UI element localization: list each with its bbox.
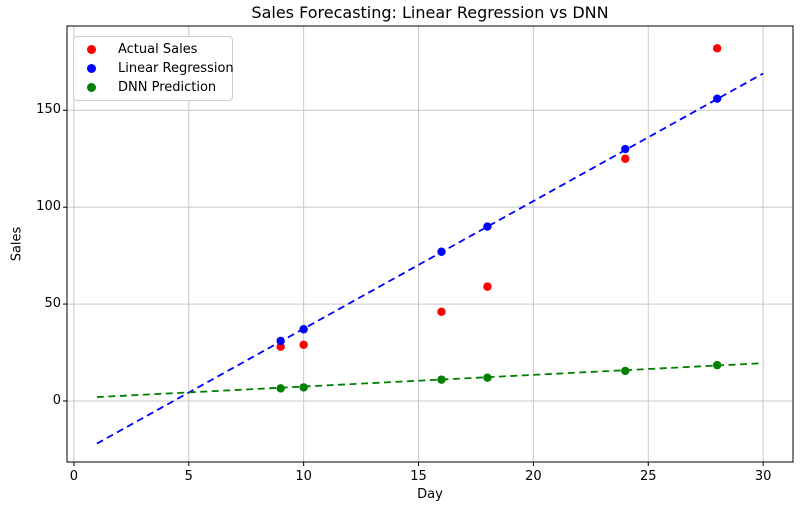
- chart-title: Sales Forecasting: Linear Regression vs …: [251, 3, 609, 22]
- axes-border: [66, 25, 794, 463]
- y-axis-label: Sales: [9, 226, 25, 262]
- legend-row-actual-sales: Actual Sales: [80, 40, 226, 59]
- y-tick-label-50: 50: [44, 296, 61, 312]
- point-linear-regression-day-24: [621, 144, 630, 154]
- point-actual-sales-day-28: [712, 44, 722, 53]
- x-tick-label-10: 10: [295, 469, 312, 484]
- y-tick-label-150: 150: [36, 102, 61, 118]
- y-tick-label-100: 100: [36, 199, 61, 215]
- point-actual-sales-day-10: [299, 340, 308, 349]
- point-actual-sales-day-16: [437, 307, 446, 317]
- legend-marker-actual-sales: [87, 45, 96, 54]
- y-tick-label-0: 0: [52, 392, 61, 408]
- point-actual-sales-day-18: [483, 282, 492, 291]
- x-tick-label-15: 15: [410, 469, 427, 484]
- legend-row-linear-regression: Linear Regression: [80, 59, 234, 78]
- point-dnn-prediction-day-28: [712, 360, 722, 370]
- legend: Actual Sales Linear Regression DNN Predi…: [73, 36, 234, 101]
- point-linear-regression-day-16: [437, 247, 446, 256]
- linear-regression-trendline: [96, 72, 764, 445]
- x-tick-label-0: 0: [69, 469, 79, 484]
- legend-marker-linear-regression: [87, 64, 96, 73]
- point-actual-sales-day-24: [621, 154, 630, 163]
- point-linear-regression-day-10: [299, 325, 308, 334]
- legend-label-actual-sales: Actual Sales: [118, 42, 198, 57]
- point-dnn-prediction-day-10: [299, 383, 308, 392]
- legend-label-dnn-prediction: DNN Prediction: [118, 80, 217, 95]
- point-actual-sales-day-9: [276, 342, 285, 351]
- legend-marker-dnn-prediction: [87, 83, 96, 92]
- point-dnn-prediction-day-24: [621, 366, 630, 376]
- point-linear-regression-day-18: [483, 222, 492, 231]
- x-tick-label-20: 20: [525, 469, 542, 484]
- legend-label-linear-regression: Linear Regression: [118, 61, 234, 76]
- point-dnn-prediction-day-16: [437, 375, 446, 384]
- point-dnn-prediction-day-18: [483, 373, 492, 382]
- legend-row-dnn-prediction: DNN Prediction: [80, 78, 226, 97]
- x-tick-label-30: 30: [754, 469, 772, 484]
- point-linear-regression-day-28: [712, 94, 722, 103]
- point-dnn-prediction-day-9: [276, 384, 285, 393]
- x-tick-label-25: 25: [639, 469, 657, 484]
- dnn-prediction-trendline: [96, 362, 764, 398]
- point-linear-regression-day-9: [276, 336, 285, 346]
- x-tick-label-5: 5: [184, 469, 193, 484]
- x-axis-label: Day: [417, 487, 443, 502]
